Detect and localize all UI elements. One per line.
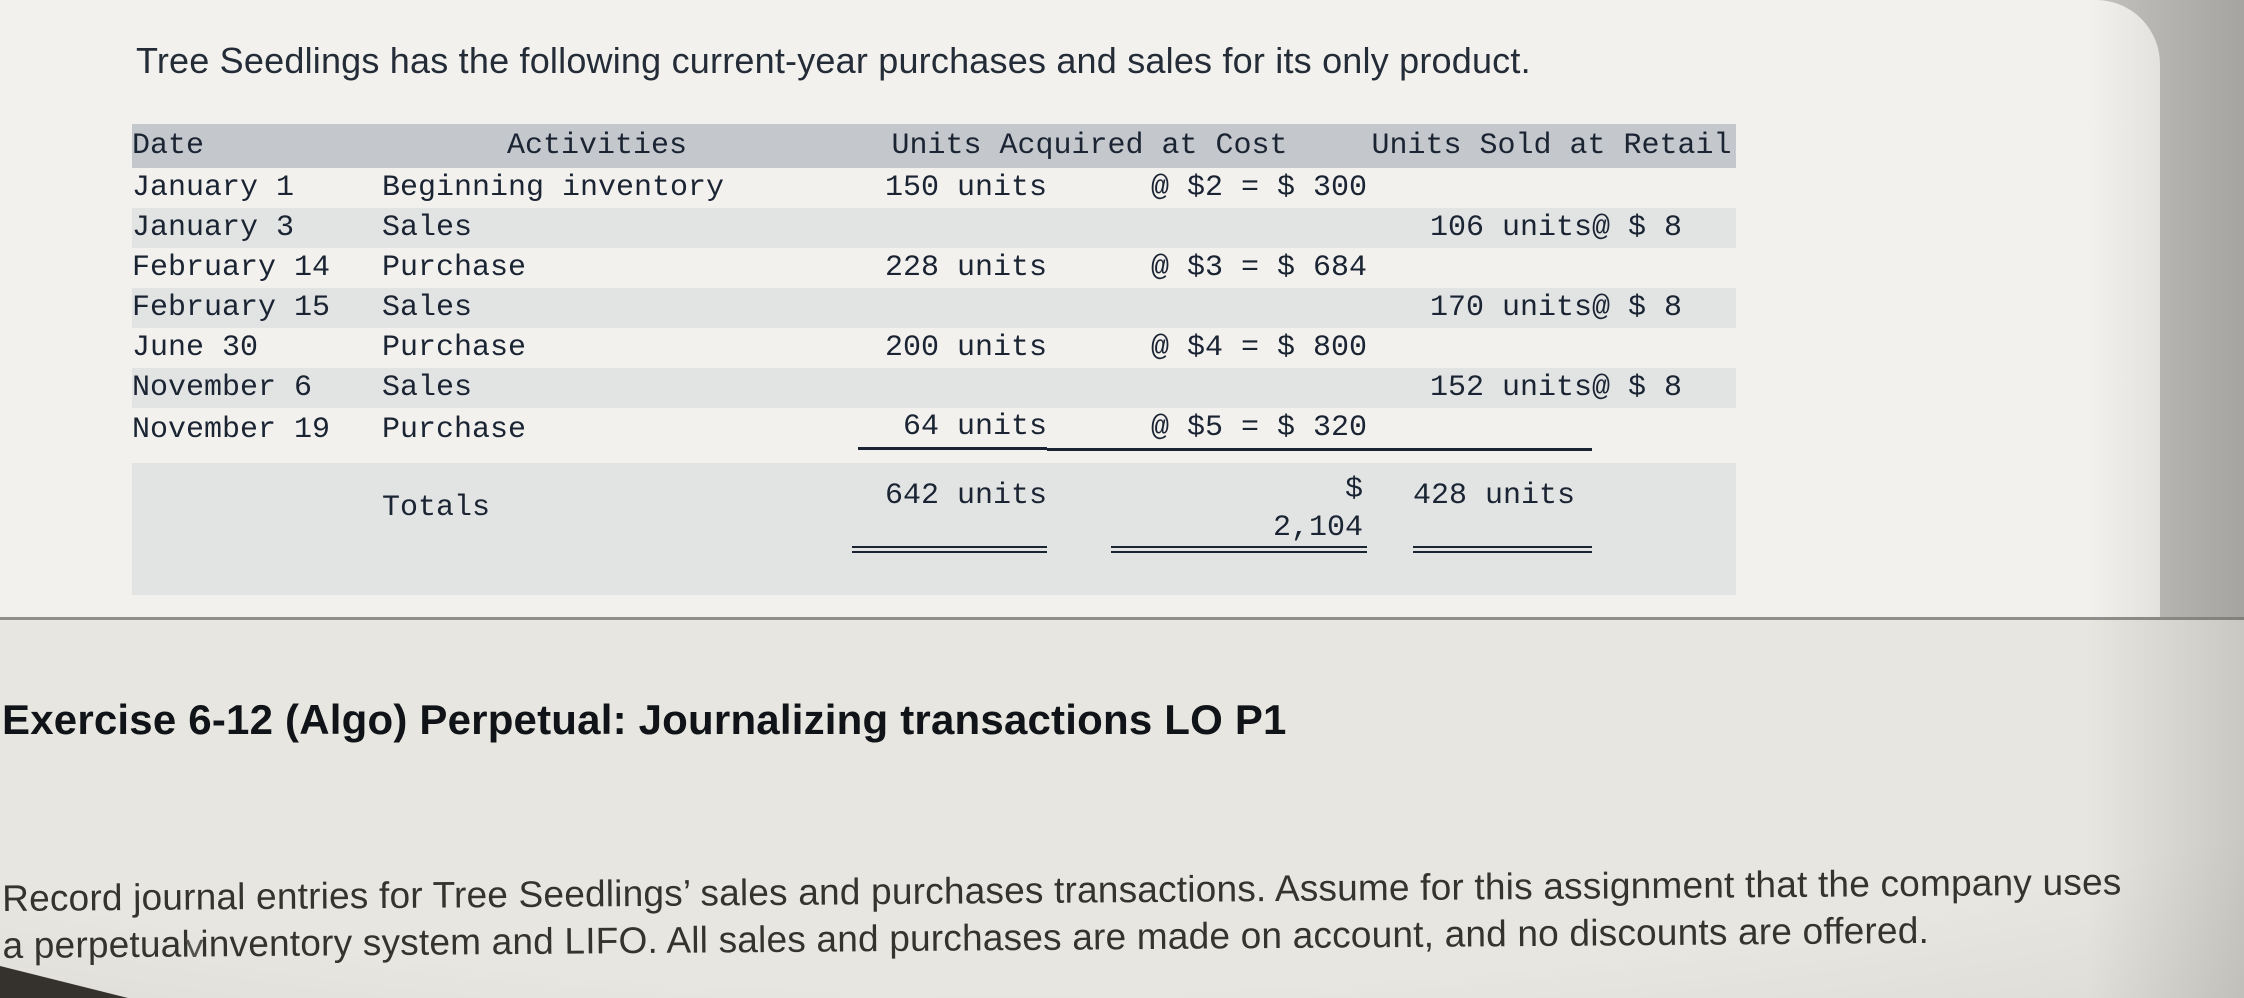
cell-activity: Sales bbox=[382, 288, 812, 328]
table-row: January 1 Beginning inventory 150 units … bbox=[132, 168, 1736, 208]
panel-divider bbox=[0, 617, 2244, 620]
exercise-title: Exercise 6-12 (Algo) Perpetual: Journali… bbox=[2, 696, 1287, 744]
cell-acquired-units bbox=[812, 368, 1047, 408]
table-header-row: Date Activities Units Acquired at Cost U… bbox=[132, 124, 1737, 168]
header-units-acquired: Units Acquired at Cost bbox=[812, 124, 1368, 168]
cell-sold-price bbox=[1592, 248, 1736, 288]
cell-sold-units bbox=[1367, 168, 1592, 208]
cell-sold-units bbox=[1367, 248, 1592, 288]
double-rule: $ 2,104 bbox=[1111, 471, 1368, 553]
cell-sold-price: @ $ 8 bbox=[1592, 288, 1737, 328]
cell-activity: Purchase bbox=[382, 331, 527, 365]
totals-cost-currency: $ bbox=[1345, 473, 1364, 507]
cell-acquired-units: 64 units bbox=[812, 408, 1047, 451]
single-rule: 64 units bbox=[858, 410, 1047, 450]
cell-activity: Purchase bbox=[382, 412, 527, 447]
cell-sold-units bbox=[1367, 408, 1593, 451]
cell-acquired-units: 150 units bbox=[884, 171, 1047, 205]
cell-date: November 6 bbox=[132, 368, 382, 408]
cell-acquired-units bbox=[812, 288, 1047, 328]
totals-spacer bbox=[132, 451, 382, 595]
cell-sold-price bbox=[1592, 328, 1736, 368]
totals-acquired-units: 642 units bbox=[812, 451, 1047, 595]
header-units-sold: Units Sold at Retail bbox=[1367, 124, 1737, 168]
double-rule: 642 units bbox=[852, 471, 1047, 553]
cell-acquired-units bbox=[812, 208, 1047, 248]
double-rule: 428 units bbox=[1413, 471, 1601, 553]
cell-acquired-cost bbox=[1047, 208, 1368, 248]
intro-text: Tree Seedlings has the following current… bbox=[136, 40, 1531, 81]
totals-label: Totals bbox=[382, 451, 812, 595]
cell-activity: Sales bbox=[382, 368, 812, 408]
totals-row: Totals 642 units $ 2,104 bbox=[132, 451, 1737, 595]
cell-sold-units: 106 units bbox=[1367, 208, 1593, 248]
header-activities: Activities bbox=[382, 124, 812, 168]
cell-date: November 19 bbox=[132, 412, 331, 447]
cell-sold-price bbox=[1592, 168, 1736, 208]
stray-pen-mark: ˅ bbox=[184, 928, 206, 969]
cell-sold-units: 152 units bbox=[1367, 368, 1593, 408]
cell-acquired-cost: @ $2 = $ 300 bbox=[1150, 171, 1368, 205]
cell-date: February 14 bbox=[132, 251, 331, 285]
table-row: November 6 Sales 152 units @ $ 8 bbox=[132, 368, 1737, 408]
cell-acquired-cost: @ $5 = $ 320 bbox=[1047, 408, 1368, 451]
cell-activity: Sales bbox=[382, 208, 812, 248]
totals-sold-units: 428 units bbox=[1367, 451, 1601, 595]
cell-acquired-units: 228 units bbox=[884, 251, 1047, 285]
instructions-text: Record journal entries for Tree Seedling… bbox=[2, 861, 2122, 966]
totals-spacer bbox=[1592, 451, 1737, 595]
cell-sold-price: @ $ 8 bbox=[1592, 368, 1737, 408]
table-row: November 19 Purchase 64 units @ $5 = $ 3… bbox=[132, 408, 1736, 451]
cell-acquired-units: 200 units bbox=[884, 331, 1047, 365]
totals-acquired-cost: $ 2,104 bbox=[1047, 451, 1368, 595]
table-row: June 30 Purchase 200 units @ $4 = $ 800 bbox=[132, 328, 1736, 368]
cell-acquired-cost: @ $4 = $ 800 bbox=[1150, 331, 1368, 365]
cell-date: February 15 bbox=[132, 288, 382, 328]
totals-cost-amount: 2,104 bbox=[1273, 511, 1364, 545]
cell-date: January 1 bbox=[132, 171, 295, 205]
cell-activity: Purchase bbox=[382, 251, 527, 285]
cell-sold-units bbox=[1367, 328, 1592, 368]
cell-sold-price bbox=[1592, 408, 1736, 451]
cell-date: January 3 bbox=[132, 208, 382, 248]
table-row: February 14 Purchase 228 units @ $3 = $ … bbox=[132, 248, 1736, 288]
lower-panel bbox=[0, 620, 2244, 998]
cell-acquired-cost: @ $3 = $ 684 bbox=[1150, 251, 1368, 285]
table-row: January 3 Sales 106 units @ $ 8 bbox=[132, 208, 1737, 248]
cell-sold-price: @ $ 8 bbox=[1592, 208, 1737, 248]
cell-sold-units: 170 units bbox=[1367, 288, 1593, 328]
cell-acquired-cost bbox=[1047, 368, 1368, 408]
table-row: February 15 Sales 170 units @ $ 8 bbox=[132, 288, 1737, 328]
purchases-sales-table: Date Activities Units Acquired at Cost U… bbox=[132, 124, 1737, 595]
header-date: Date bbox=[132, 124, 382, 168]
cell-acquired-cost bbox=[1047, 288, 1368, 328]
cell-date: June 30 bbox=[132, 331, 259, 365]
cell-activity: Beginning inventory bbox=[382, 171, 725, 205]
content-sheet: Tree Seedlings has the following current… bbox=[0, 0, 2160, 617]
